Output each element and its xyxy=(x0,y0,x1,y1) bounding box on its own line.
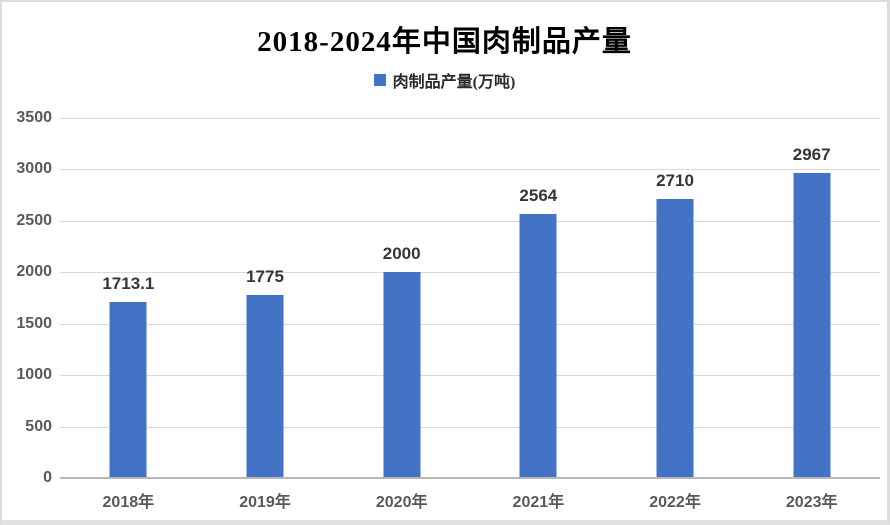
y-axis-tick-label: 3000 xyxy=(16,160,52,178)
x-axis-labels: 2018年 2019年 2020年 2021年 2022年 2023年 xyxy=(60,488,880,512)
bar-value-label: 2564 xyxy=(519,186,558,206)
plot-area: 1713.1 1775 2000 2564 2710 2967 xyxy=(60,118,880,479)
bars-container: 1713.1 1775 2000 2564 2710 2967 xyxy=(60,118,880,478)
x-axis-label: 2021年 xyxy=(512,494,565,511)
gridline xyxy=(60,375,880,377)
y-axis-tick-label: 500 xyxy=(25,417,52,435)
bar-column-2019年: 1775 xyxy=(197,118,334,478)
bar-2023年 xyxy=(793,172,831,478)
gridline xyxy=(60,118,880,119)
x-axis-label: 2018年 xyxy=(102,494,155,511)
y-axis-tick-label: 1000 xyxy=(16,366,52,384)
gridline xyxy=(60,426,880,428)
legend-marker-icon xyxy=(373,74,386,86)
bar-value-label: 2000 xyxy=(382,244,421,264)
bar-column-2020年: 2000 xyxy=(333,118,470,478)
y-axis-tick-label: 2500 xyxy=(16,211,52,229)
y-axis-tick-label: 2000 xyxy=(16,263,52,281)
chart-title: 2018-2024年中国肉制品产量 xyxy=(257,26,632,58)
x-axis-label: 2023年 xyxy=(785,494,838,511)
gridline xyxy=(60,169,880,171)
bar-2020年 xyxy=(383,272,421,478)
x-axis-label: 2020年 xyxy=(375,494,428,511)
bar-2019年 xyxy=(246,295,284,478)
y-axis-tick-label: 3500 xyxy=(16,109,52,126)
bar-column-2022年: 2710 xyxy=(607,118,744,478)
bar-value-label: 1775 xyxy=(246,267,284,287)
gridline xyxy=(60,272,880,274)
bar-value-label: 2710 xyxy=(656,171,694,191)
bar-2022年 xyxy=(656,199,694,478)
bar-column-2021年: 2564 xyxy=(470,118,607,478)
y-axis-tick-label: 0 xyxy=(43,469,52,486)
x-axis-label: 2019年 xyxy=(239,494,291,511)
y-axis-tick-label: 1500 xyxy=(16,314,52,332)
bar-2018年 xyxy=(109,301,147,478)
gridline xyxy=(60,220,880,222)
bar-column-2018年: 1713.1 xyxy=(60,118,197,478)
legend-label: 肉制品产量(万吨) xyxy=(392,74,516,91)
gridline xyxy=(60,323,880,325)
x-axis-line xyxy=(60,477,880,479)
x-axis-label: 2022年 xyxy=(649,494,701,511)
bar-2021年 xyxy=(519,214,557,478)
bar-value-label: 2967 xyxy=(792,144,831,164)
bar-value-label: 1713.1 xyxy=(102,273,155,293)
bar-column-2023年: 2967 xyxy=(743,118,880,478)
legend: 肉制品产量(万吨) xyxy=(2,68,887,92)
